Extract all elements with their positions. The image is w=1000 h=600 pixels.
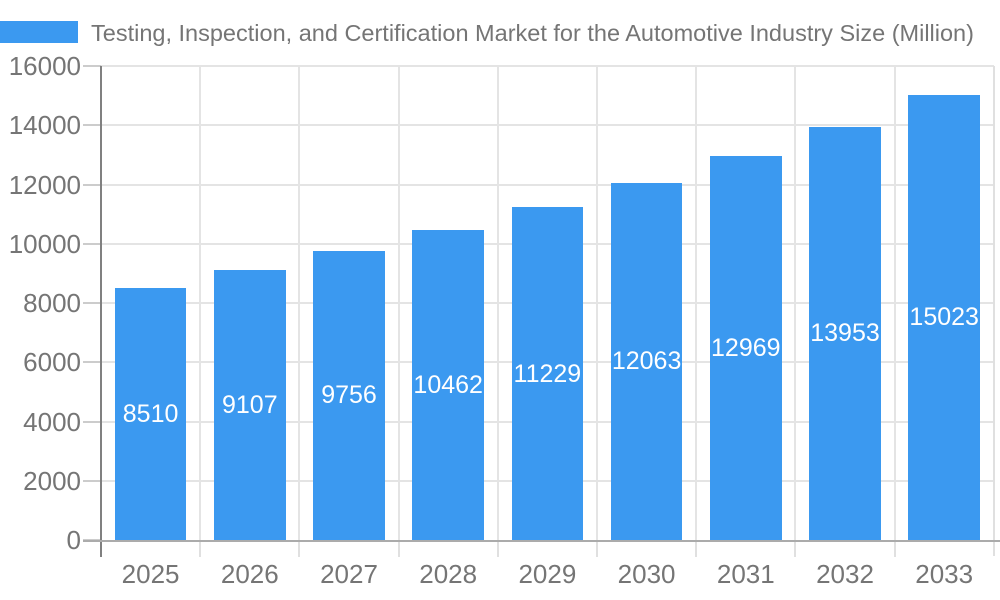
x-axis-tick	[298, 540, 301, 557]
gridline-horizontal	[101, 65, 994, 67]
x-axis-label: 2025	[121, 559, 180, 589]
x-axis-tick	[695, 540, 698, 557]
y-axis-line	[100, 66, 102, 540]
y-axis-label: 0	[66, 525, 81, 555]
chart-title: Testing, Inspection, and Certification M…	[91, 20, 974, 46]
x-axis-tick	[496, 540, 499, 557]
x-axis-tick	[596, 540, 598, 557]
x-axis-label: 2028	[419, 559, 478, 589]
bar-value-label: 15023	[909, 303, 979, 332]
x-axis-tick	[794, 540, 797, 557]
y-axis-label: 6000	[23, 347, 81, 378]
bar-value-label: 11229	[513, 359, 582, 388]
x-axis-label: 2031	[716, 559, 775, 589]
y-axis-tick	[83, 302, 101, 304]
y-axis-label: 10000	[8, 228, 81, 259]
bar[interactable]: 9107	[214, 270, 286, 540]
x-axis-label: 2030	[617, 559, 676, 589]
x-axis-tick	[397, 540, 400, 557]
bar[interactable]: 11229	[511, 207, 584, 540]
gridline-vertical	[596, 66, 598, 540]
legend-swatch-icon	[0, 21, 78, 43]
bar-value-label: 12969	[711, 333, 781, 362]
x-axis-label: 2026	[220, 559, 279, 589]
x-axis-tick	[893, 540, 896, 557]
gridline-horizontal	[101, 124, 994, 127]
y-axis-tick	[83, 361, 101, 364]
gridline-vertical	[893, 66, 896, 540]
y-axis-label: 16000	[8, 51, 81, 81]
gridline-vertical	[794, 66, 797, 540]
x-axis-label: 2029	[518, 559, 577, 589]
gridline-vertical	[397, 66, 400, 540]
y-axis-label: 8000	[23, 288, 81, 318]
y-axis-label: 12000	[8, 169, 81, 200]
gridline-vertical	[496, 66, 499, 540]
x-axis-label: 2027	[320, 559, 378, 589]
gridline-horizontal	[101, 183, 994, 186]
bar-value-label: 13953	[810, 319, 880, 348]
bar[interactable]: 8510	[114, 287, 187, 540]
y-axis-label: 4000	[23, 406, 81, 437]
bar-value-label: 9756	[321, 381, 377, 410]
gridline-vertical	[298, 66, 301, 540]
x-axis-tick	[199, 540, 202, 557]
gridline-vertical	[199, 66, 202, 540]
plot-border-right	[992, 66, 995, 556]
bar[interactable]: 9756	[313, 250, 385, 540]
bar-value-label: 10462	[413, 371, 483, 400]
bar[interactable]: 15023	[908, 94, 980, 540]
bar[interactable]: 13953	[809, 126, 881, 540]
y-axis-label: 2000	[23, 465, 81, 496]
y-axis-tick	[83, 242, 101, 245]
y-axis-tick	[83, 420, 101, 423]
bar[interactable]: 10462	[412, 230, 484, 540]
gridline-vertical	[695, 66, 698, 540]
bar-value-label: 9107	[221, 391, 278, 420]
x-axis-tick	[100, 540, 102, 557]
y-axis-tick	[83, 479, 101, 482]
x-axis-line	[83, 540, 1000, 542]
x-axis-label: 2033	[915, 559, 974, 589]
bar[interactable]: 12969	[710, 155, 782, 540]
y-axis-tick	[83, 183, 101, 186]
bar-value-label: 12063	[611, 347, 682, 376]
y-axis-tick	[83, 124, 101, 127]
bar-value-label: 8510	[122, 399, 179, 428]
x-axis-label: 2032	[816, 559, 874, 589]
y-axis-label: 14000	[8, 110, 81, 141]
y-axis-tick	[83, 65, 101, 67]
bar[interactable]: 12063	[610, 182, 683, 540]
